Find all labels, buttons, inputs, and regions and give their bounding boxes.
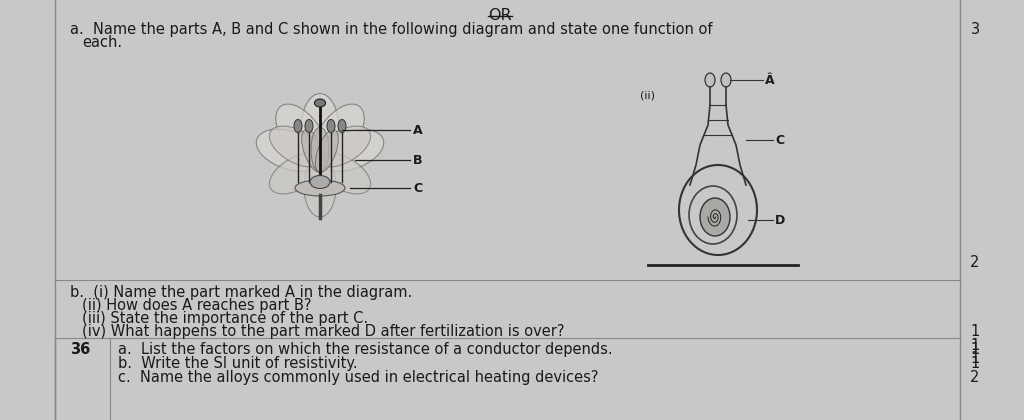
Text: each.: each. bbox=[82, 35, 122, 50]
Text: 1: 1 bbox=[971, 342, 980, 357]
Text: 2: 2 bbox=[971, 255, 980, 270]
Ellipse shape bbox=[304, 157, 336, 217]
Ellipse shape bbox=[294, 120, 302, 132]
Text: c.  Name the alloys commonly used in electrical heating devices?: c. Name the alloys commonly used in elec… bbox=[118, 370, 598, 385]
Text: 3: 3 bbox=[971, 22, 980, 37]
Text: C: C bbox=[775, 134, 784, 147]
Text: (iii) State the importance of the part C.: (iii) State the importance of the part C… bbox=[82, 311, 368, 326]
Text: 36: 36 bbox=[70, 342, 90, 357]
Ellipse shape bbox=[314, 99, 326, 107]
Ellipse shape bbox=[301, 94, 339, 163]
Text: a.  Name the parts A, B and C shown in the following diagram and state one funct: a. Name the parts A, B and C shown in th… bbox=[70, 22, 713, 37]
Ellipse shape bbox=[721, 73, 731, 87]
Text: 1: 1 bbox=[971, 338, 980, 353]
Text: 1: 1 bbox=[971, 324, 980, 339]
Text: 2: 2 bbox=[971, 370, 980, 385]
Ellipse shape bbox=[305, 120, 313, 132]
Ellipse shape bbox=[275, 104, 327, 165]
Text: b.  Write the SI unit of resistivity.: b. Write the SI unit of resistivity. bbox=[118, 356, 357, 371]
Ellipse shape bbox=[313, 104, 365, 165]
Ellipse shape bbox=[705, 73, 715, 87]
Text: (ii) How does A reaches part B?: (ii) How does A reaches part B? bbox=[82, 298, 311, 313]
Text: 1: 1 bbox=[971, 356, 980, 371]
Text: Â: Â bbox=[765, 74, 774, 87]
Ellipse shape bbox=[316, 153, 371, 194]
Text: (ii): (ii) bbox=[640, 90, 655, 100]
Text: A: A bbox=[413, 123, 423, 136]
Ellipse shape bbox=[311, 127, 329, 172]
Text: (iv) What happens to the part marked D after fertilization is over?: (iv) What happens to the part marked D a… bbox=[82, 324, 564, 339]
Text: 1: 1 bbox=[971, 351, 980, 366]
Text: b.  (i) Name the part marked A in the diagram.: b. (i) Name the part marked A in the dia… bbox=[70, 285, 413, 300]
Ellipse shape bbox=[269, 153, 324, 194]
Ellipse shape bbox=[700, 198, 730, 236]
Text: OR: OR bbox=[488, 8, 512, 23]
Text: D: D bbox=[775, 213, 785, 226]
Text: B: B bbox=[413, 153, 423, 166]
Ellipse shape bbox=[316, 126, 371, 167]
Ellipse shape bbox=[315, 130, 338, 172]
Ellipse shape bbox=[302, 130, 325, 172]
Ellipse shape bbox=[269, 126, 324, 167]
Ellipse shape bbox=[295, 180, 345, 196]
Ellipse shape bbox=[316, 129, 384, 171]
Ellipse shape bbox=[338, 120, 346, 132]
Ellipse shape bbox=[310, 176, 330, 189]
Ellipse shape bbox=[327, 120, 335, 132]
Text: C: C bbox=[413, 181, 422, 194]
Ellipse shape bbox=[256, 129, 324, 171]
Text: a.  List the factors on which the resistance of a conductor depends.: a. List the factors on which the resista… bbox=[118, 342, 612, 357]
